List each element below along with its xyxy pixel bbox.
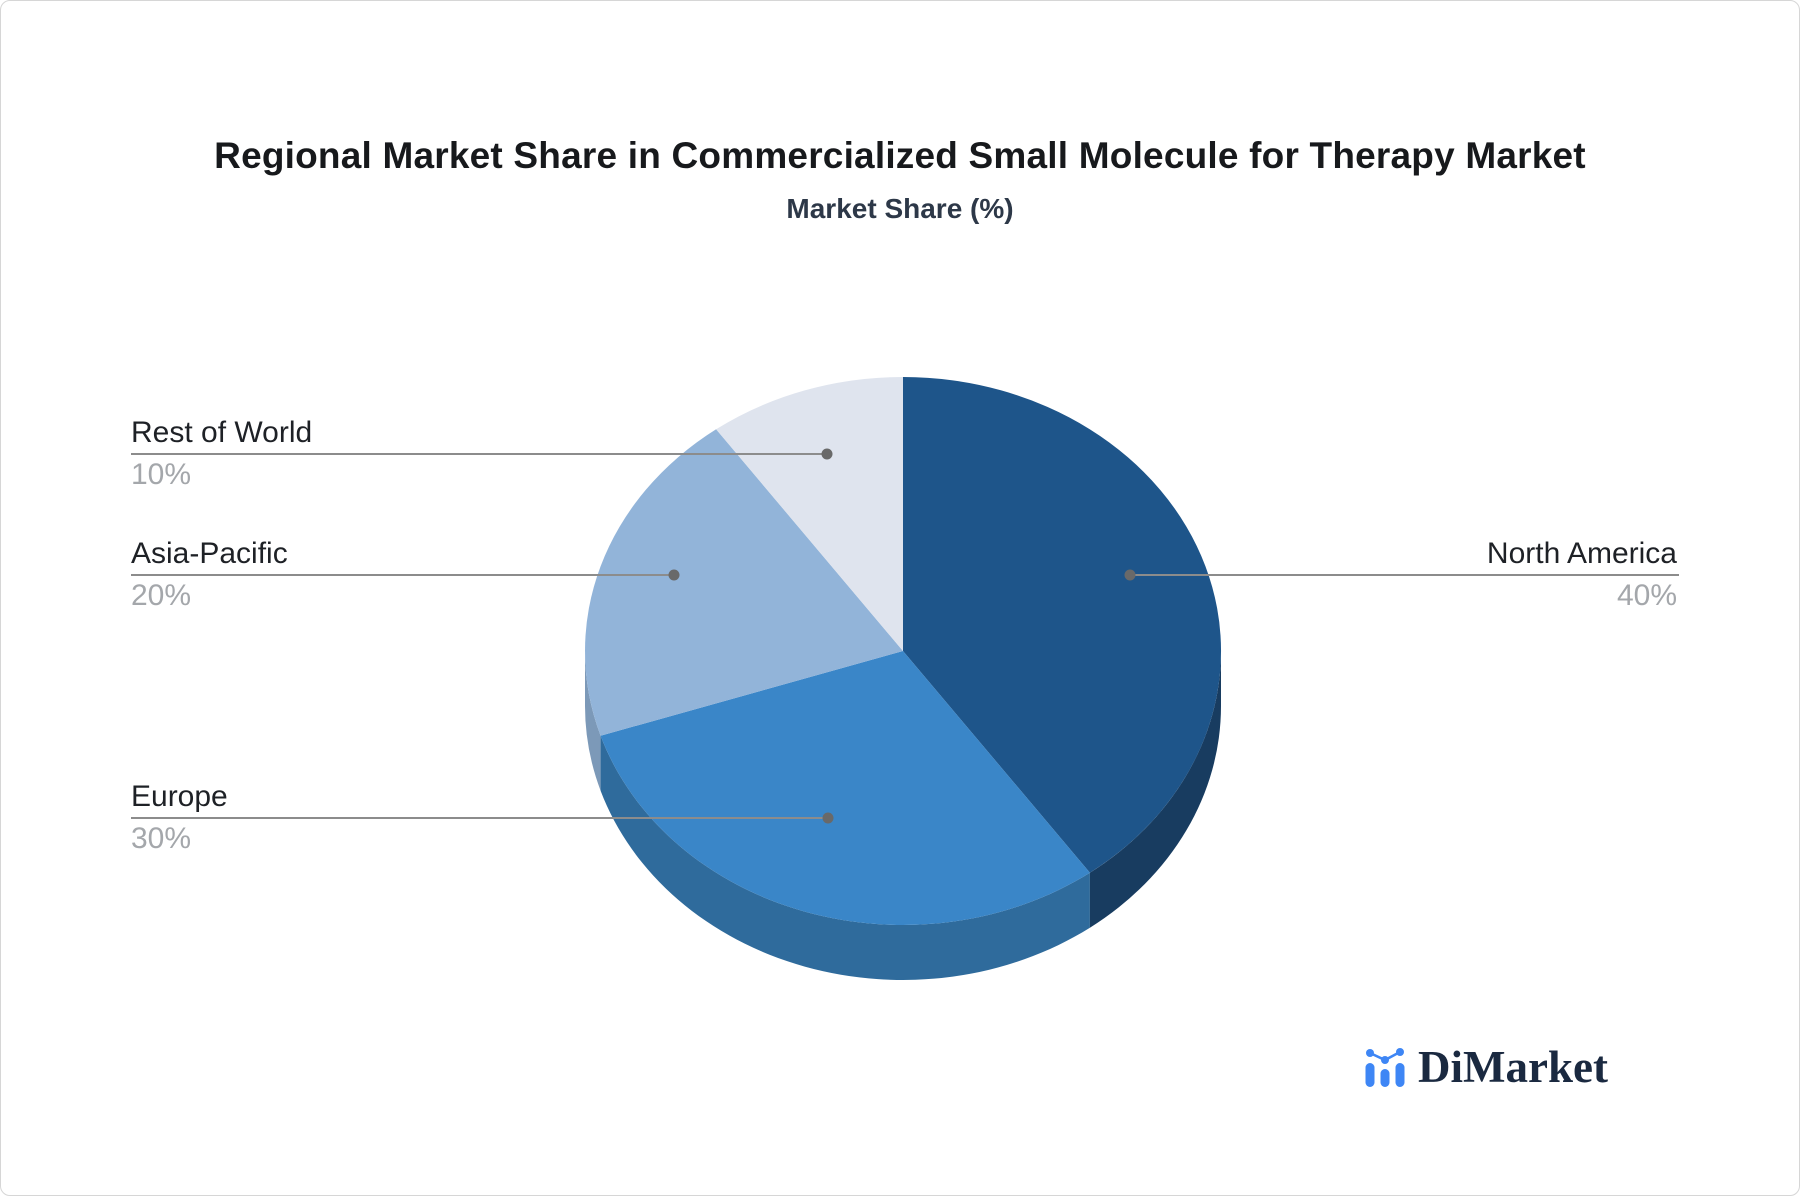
slice-label-asia-pacific: Asia-Pacific (131, 537, 288, 570)
callout-dot-europe (822, 812, 834, 824)
slice-value-rest-of-world: 10% (131, 458, 192, 491)
callout-dot-asia-pacific (668, 569, 680, 581)
slice-label-rest-of-world: Rest of World (131, 416, 313, 449)
slice-value-north-america: 40% (1616, 579, 1677, 612)
analytics-bars-icon (1365, 1048, 1405, 1087)
chart-title: Regional Market Share in Commercialized … (214, 135, 1586, 176)
callout-dot-north-america (1124, 569, 1136, 581)
callout-dots (668, 448, 1136, 824)
chart-subtitle: Market Share (%) (786, 193, 1014, 224)
callout-lines (131, 453, 1679, 819)
brand-logo: DiMarket (1365, 1043, 1608, 1091)
pie-side-north-america (1089, 651, 1221, 928)
slice-label-north-america: North America (1486, 537, 1677, 570)
callout-dot-rest-of-world (821, 448, 833, 460)
pie-side-asia-pacific (585, 651, 601, 791)
pie-slice-rest-of-world (716, 377, 903, 651)
slice-label-europe: Europe (131, 780, 228, 813)
brand-name: DiMarket (1418, 1042, 1608, 1092)
slice-value-asia-pacific: 20% (131, 579, 192, 612)
slice-value-europe: 30% (131, 822, 192, 855)
pie-slice-north-america (903, 377, 1222, 873)
pie-slice-asia-pacific (585, 429, 903, 736)
pie-side-europe (600, 735, 1090, 981)
pie-slice-europe (600, 651, 1090, 926)
